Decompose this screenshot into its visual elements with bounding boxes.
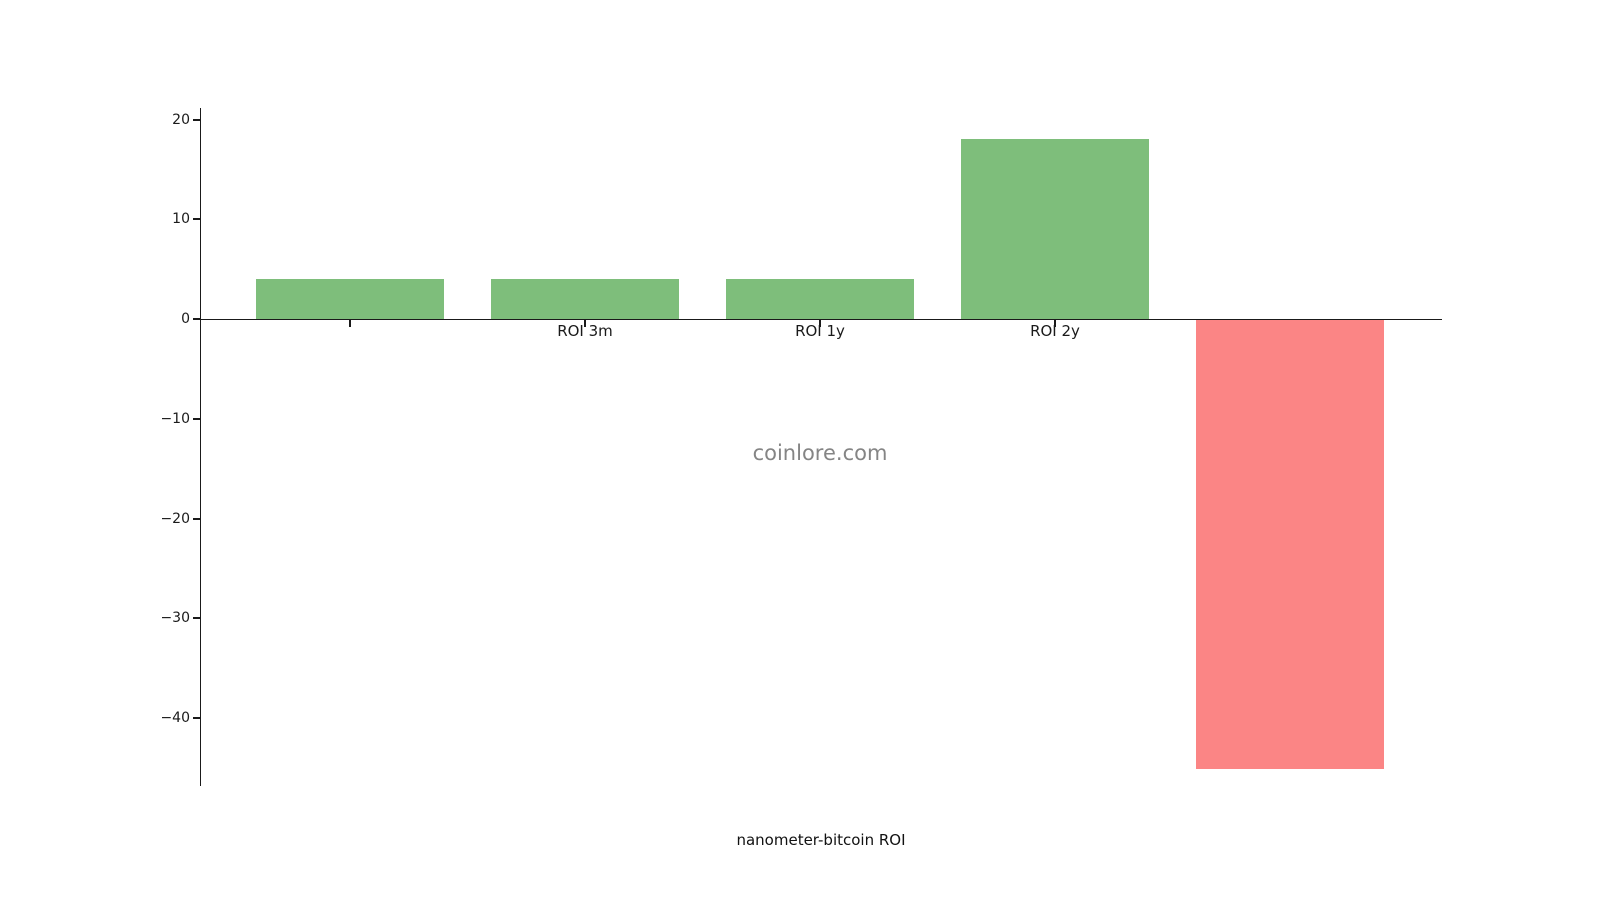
y-tick-mark [193,417,200,420]
y-tick-label: −20 [160,510,190,527]
y-tick-label: −10 [160,410,190,427]
roi-bar [1196,320,1384,769]
x-tick-label: ROI 3m [557,322,613,340]
roi-bar [491,279,679,319]
y-tick-label: −30 [160,610,190,627]
x-tick-mark [349,320,351,327]
x-tick-label: ROI 2y [1030,322,1080,340]
y-tick-label: 0 [181,311,190,327]
y-tick-mark [193,617,200,620]
watermark: coinlore.com [752,441,888,465]
y-tick-mark [193,218,200,221]
roi-bar [726,279,914,319]
chart-title: nanometer-bitcoin ROI [736,831,906,849]
y-tick-label: −40 [160,710,190,726]
roi-bar [256,279,444,319]
x-tick-label: ROI 1y [795,322,845,340]
y-tick-mark [193,717,200,719]
x-axis-line [200,319,1442,320]
x-tick-mark [584,320,586,327]
x-tick-mark [1054,320,1056,327]
y-tick-label: 20 [172,111,190,128]
y-tick-mark [193,517,200,520]
y-tick-mark [193,318,200,320]
y-tick-mark [193,118,200,121]
roi-bar [961,139,1149,319]
x-tick-mark [819,320,821,327]
y-axis-spine [200,108,201,786]
y-tick-label: 10 [172,211,190,228]
